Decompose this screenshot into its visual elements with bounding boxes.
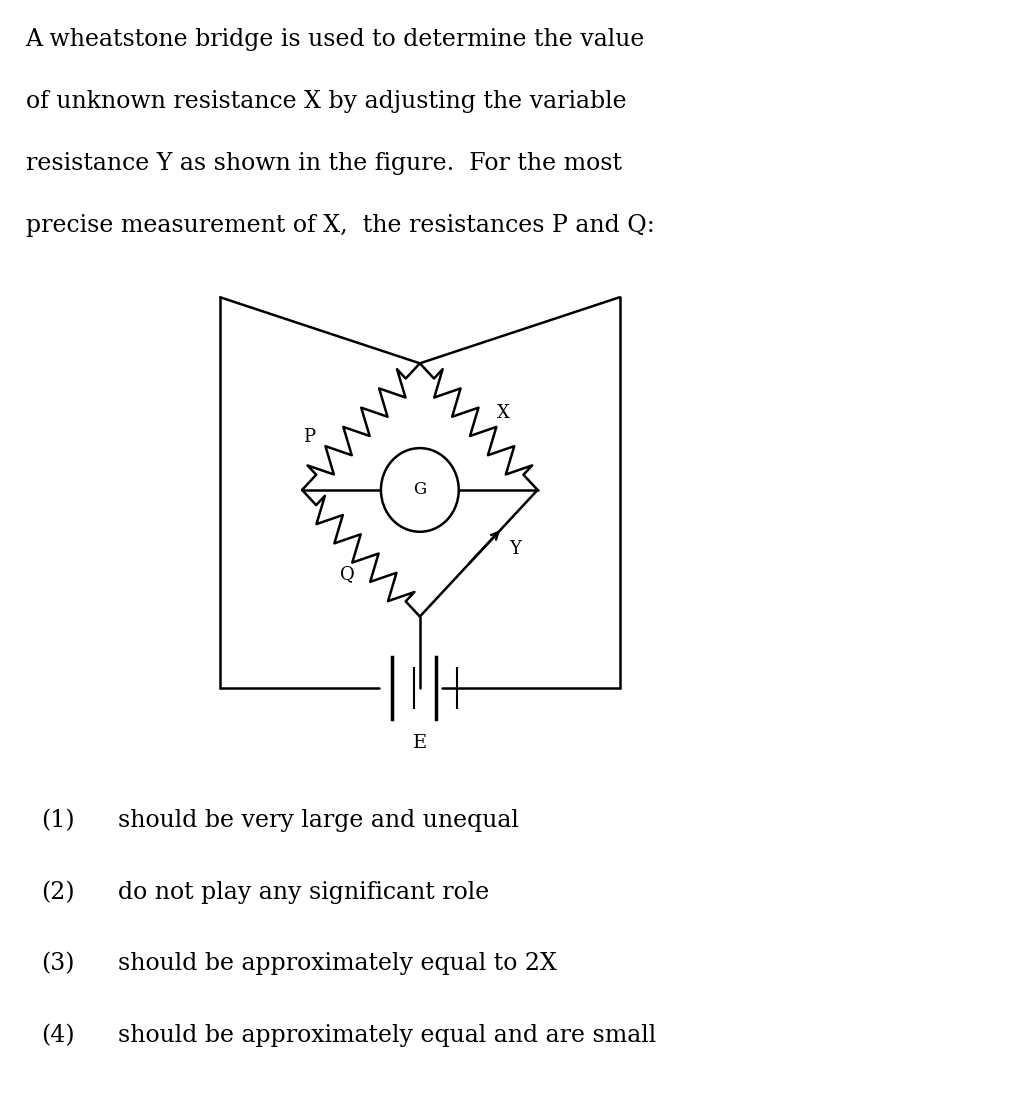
Text: E: E [413,734,427,752]
Text: precise measurement of X,  the resistances P and Q:: precise measurement of X, the resistance… [26,214,654,237]
Text: G: G [414,481,426,499]
Text: (2): (2) [41,881,75,904]
Text: P: P [303,428,314,447]
Text: should be approximately equal to 2X: should be approximately equal to 2X [118,952,557,975]
Text: of unknown resistance X by adjusting the variable: of unknown resistance X by adjusting the… [26,90,627,113]
Circle shape [381,448,459,532]
Text: resistance Y as shown in the figure.  For the most: resistance Y as shown in the figure. For… [26,152,622,175]
Text: (1): (1) [41,809,75,832]
Text: X: X [497,404,510,422]
Text: should be very large and unequal: should be very large and unequal [118,809,518,832]
Text: Y: Y [509,539,520,558]
Text: (3): (3) [41,952,75,975]
Text: Q: Q [340,565,354,584]
Text: should be approximately equal and are small: should be approximately equal and are sm… [118,1024,656,1047]
Text: do not play any significant role: do not play any significant role [118,881,489,904]
Text: A wheatstone bridge is used to determine the value: A wheatstone bridge is used to determine… [26,28,645,51]
Text: (4): (4) [41,1024,75,1047]
